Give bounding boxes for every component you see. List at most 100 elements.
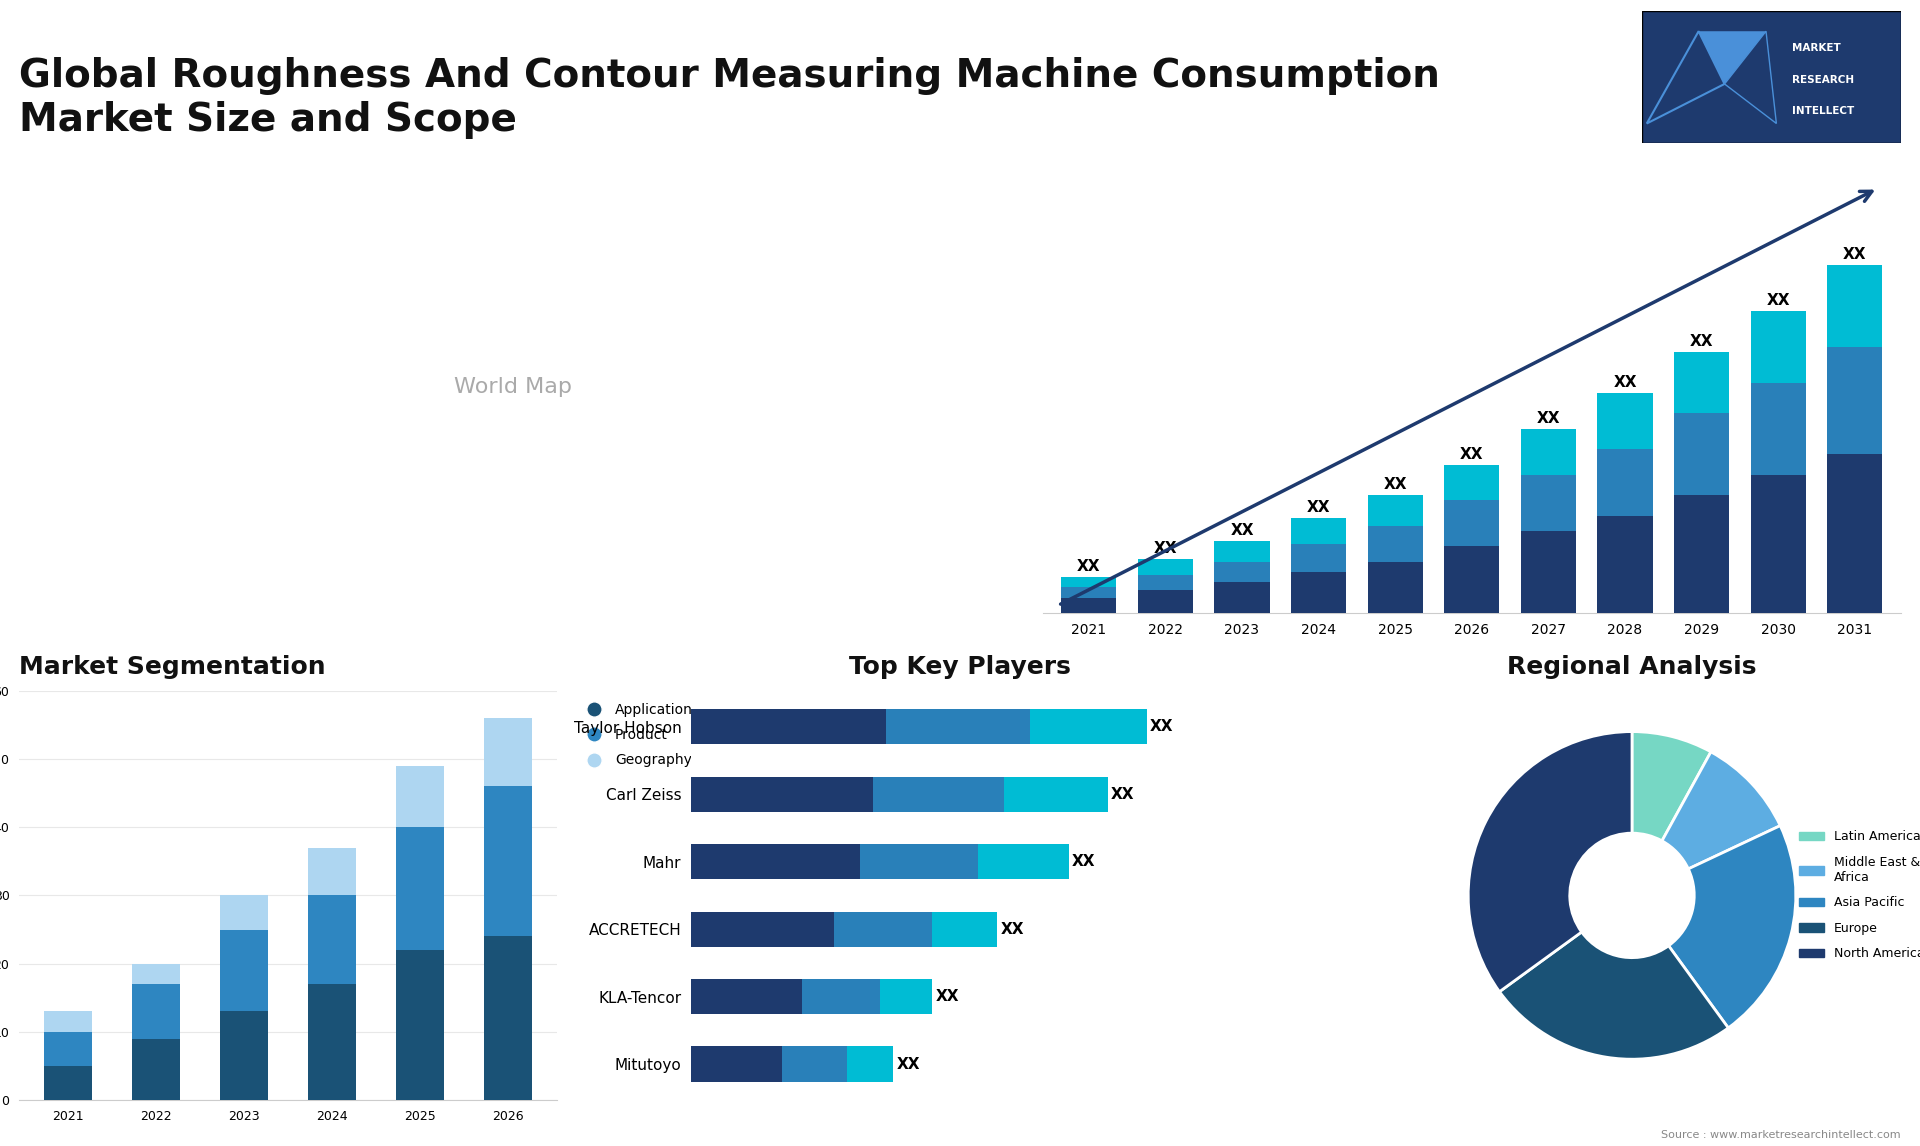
Bar bbox=[1674, 352, 1730, 414]
Bar bbox=[219, 1012, 269, 1100]
FancyBboxPatch shape bbox=[1642, 11, 1901, 143]
Bar bbox=[803, 979, 879, 1014]
Bar bbox=[874, 777, 1004, 811]
Bar bbox=[132, 984, 180, 1038]
Bar bbox=[1367, 495, 1423, 526]
Bar bbox=[1521, 474, 1576, 531]
Text: World Map: World Map bbox=[453, 377, 572, 397]
Bar bbox=[1828, 265, 1882, 347]
Wedge shape bbox=[1500, 932, 1728, 1059]
Bar bbox=[1521, 531, 1576, 613]
Bar bbox=[835, 911, 931, 947]
Title: Regional Analysis: Regional Analysis bbox=[1507, 656, 1757, 678]
Text: XX: XX bbox=[1766, 293, 1789, 308]
Text: MARKET: MARKET bbox=[1791, 44, 1841, 53]
Bar bbox=[1290, 572, 1346, 613]
Legend: Application, Product, Geography: Application, Product, Geography bbox=[574, 698, 699, 772]
Text: XX: XX bbox=[1690, 333, 1713, 348]
Bar bbox=[396, 950, 444, 1100]
Bar bbox=[1597, 516, 1653, 613]
Bar bbox=[1444, 547, 1500, 613]
Bar bbox=[307, 848, 357, 895]
Text: XX: XX bbox=[1843, 246, 1866, 261]
Polygon shape bbox=[1647, 31, 1724, 124]
Bar bbox=[1290, 544, 1346, 572]
Bar bbox=[1139, 559, 1192, 574]
Bar bbox=[1674, 495, 1730, 613]
Wedge shape bbox=[1632, 731, 1711, 841]
Bar bbox=[44, 1066, 92, 1100]
Bar bbox=[1139, 590, 1192, 613]
Bar bbox=[691, 1046, 781, 1082]
Text: XX: XX bbox=[897, 1057, 920, 1072]
Bar bbox=[1367, 562, 1423, 613]
Bar bbox=[1444, 464, 1500, 501]
Bar bbox=[1828, 454, 1882, 613]
Bar bbox=[1674, 414, 1730, 495]
Bar bbox=[1213, 562, 1269, 582]
Bar bbox=[1444, 501, 1500, 547]
Text: XX: XX bbox=[1536, 410, 1561, 425]
Bar bbox=[1029, 709, 1146, 745]
Text: XX: XX bbox=[1150, 720, 1173, 735]
Bar bbox=[1139, 574, 1192, 590]
Bar bbox=[691, 777, 874, 811]
Bar bbox=[1521, 429, 1576, 474]
Bar bbox=[219, 895, 269, 929]
Bar bbox=[1828, 347, 1882, 454]
Bar bbox=[781, 1046, 847, 1082]
Bar bbox=[1597, 393, 1653, 449]
Bar bbox=[1367, 526, 1423, 562]
Bar bbox=[396, 827, 444, 950]
Bar bbox=[1597, 449, 1653, 516]
Wedge shape bbox=[1469, 731, 1632, 991]
Text: XX: XX bbox=[1308, 501, 1331, 516]
Bar bbox=[1062, 588, 1116, 598]
Bar bbox=[396, 766, 444, 827]
Text: XX: XX bbox=[1071, 854, 1096, 869]
Bar bbox=[44, 1012, 92, 1031]
Bar bbox=[219, 929, 269, 1012]
Bar bbox=[887, 709, 1029, 745]
Text: Global Roughness And Contour Measuring Machine Consumption
Market Size and Scope: Global Roughness And Contour Measuring M… bbox=[19, 57, 1440, 140]
Polygon shape bbox=[1724, 31, 1776, 124]
Bar bbox=[691, 979, 803, 1014]
Text: XX: XX bbox=[1231, 524, 1254, 539]
Bar bbox=[847, 1046, 893, 1082]
Bar bbox=[691, 911, 835, 947]
Bar bbox=[307, 895, 357, 984]
Text: XX: XX bbox=[1384, 477, 1407, 493]
Bar bbox=[1062, 598, 1116, 613]
Bar bbox=[1751, 311, 1807, 383]
Text: Market Segmentation: Market Segmentation bbox=[19, 656, 326, 678]
Polygon shape bbox=[1699, 31, 1766, 84]
Text: XX: XX bbox=[1459, 447, 1484, 462]
Bar bbox=[44, 1031, 92, 1066]
Bar bbox=[879, 979, 931, 1014]
Text: XX: XX bbox=[1154, 541, 1177, 556]
Text: XX: XX bbox=[1000, 921, 1023, 936]
Bar bbox=[484, 717, 532, 786]
Bar bbox=[977, 845, 1069, 879]
Bar bbox=[691, 845, 860, 879]
Bar bbox=[1751, 474, 1807, 613]
Text: XX: XX bbox=[935, 989, 958, 1004]
Legend: Latin America, Middle East &
Africa, Asia Pacific, Europe, North America: Latin America, Middle East & Africa, Asi… bbox=[1793, 825, 1920, 965]
Text: XX: XX bbox=[1112, 787, 1135, 802]
Bar bbox=[132, 964, 180, 984]
Bar bbox=[484, 936, 532, 1100]
Text: XX: XX bbox=[1613, 375, 1636, 390]
Bar bbox=[1062, 578, 1116, 588]
Bar bbox=[1290, 518, 1346, 544]
Bar bbox=[1004, 777, 1108, 811]
Bar bbox=[1213, 541, 1269, 562]
Bar bbox=[484, 786, 532, 936]
Title: Top Key Players: Top Key Players bbox=[849, 656, 1071, 678]
Bar bbox=[1213, 582, 1269, 613]
Text: XX: XX bbox=[1077, 559, 1100, 574]
Bar bbox=[931, 911, 996, 947]
Wedge shape bbox=[1668, 825, 1795, 1028]
Bar bbox=[1751, 383, 1807, 474]
Bar bbox=[691, 709, 887, 745]
Text: RESEARCH: RESEARCH bbox=[1791, 74, 1855, 85]
